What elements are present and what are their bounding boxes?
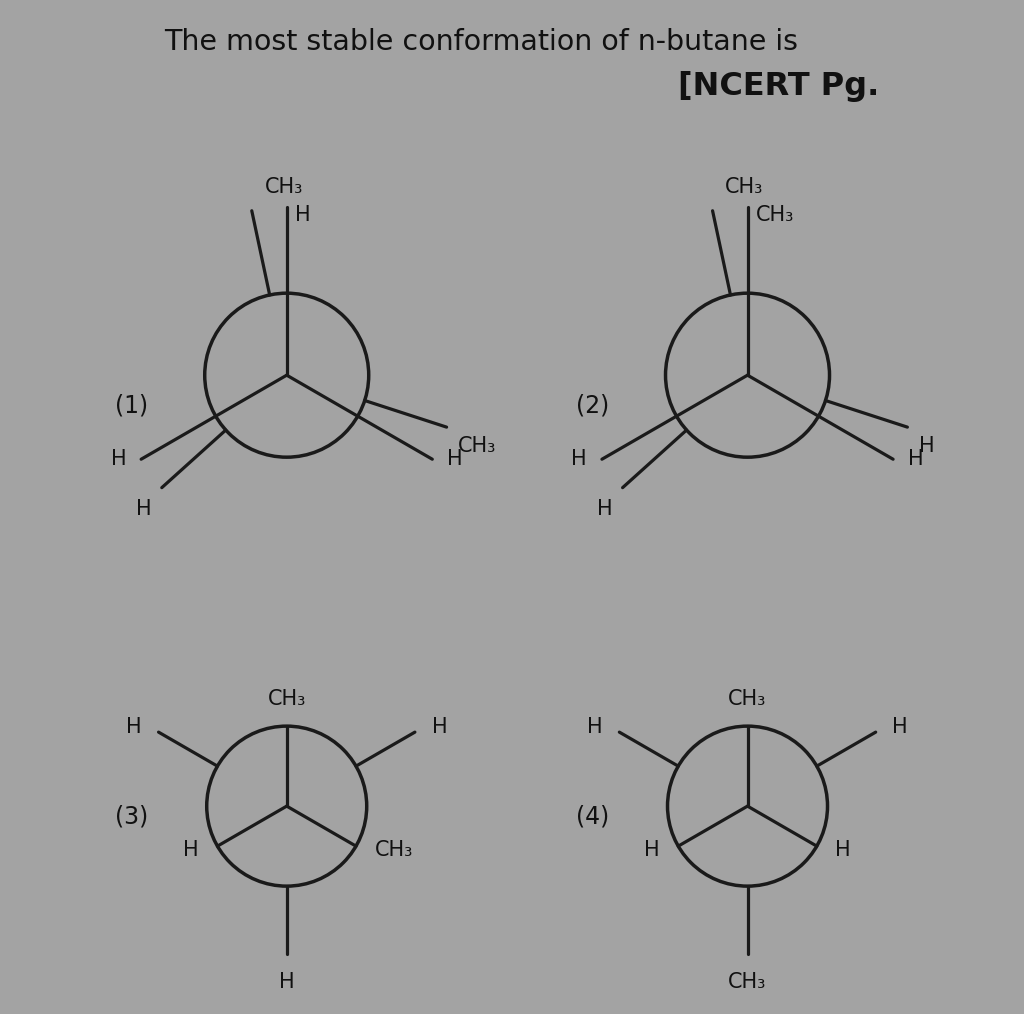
Text: H: H [183, 841, 199, 860]
Text: CH₃: CH₃ [728, 972, 767, 992]
Text: H: H [919, 436, 935, 455]
Text: (1): (1) [115, 393, 148, 417]
Text: H: H [431, 717, 447, 737]
Text: CH₃: CH₃ [375, 841, 413, 860]
Text: H: H [597, 499, 612, 519]
Text: CH₃: CH₃ [458, 436, 497, 455]
Text: H: H [295, 205, 310, 225]
Text: The most stable conformation of n-butane is: The most stable conformation of n-butane… [164, 28, 799, 56]
Text: H: H [644, 841, 659, 860]
Text: [NCERT Pg.: [NCERT Pg. [678, 72, 879, 102]
Text: H: H [279, 972, 295, 992]
Text: H: H [587, 717, 603, 737]
Text: (4): (4) [575, 804, 609, 828]
Text: H: H [908, 449, 924, 469]
Text: H: H [111, 449, 126, 469]
Text: CH₃: CH₃ [756, 205, 794, 225]
Text: CH₃: CH₃ [264, 177, 303, 197]
Text: CH₃: CH₃ [728, 690, 767, 709]
Text: CH₃: CH₃ [267, 690, 306, 709]
Text: (3): (3) [115, 804, 148, 828]
Text: CH₃: CH₃ [725, 177, 764, 197]
Text: H: H [447, 449, 463, 469]
Text: H: H [136, 499, 152, 519]
Text: H: H [571, 449, 587, 469]
Text: (2): (2) [575, 393, 609, 417]
Text: H: H [892, 717, 908, 737]
Text: H: H [126, 717, 142, 737]
Text: H: H [836, 841, 851, 860]
